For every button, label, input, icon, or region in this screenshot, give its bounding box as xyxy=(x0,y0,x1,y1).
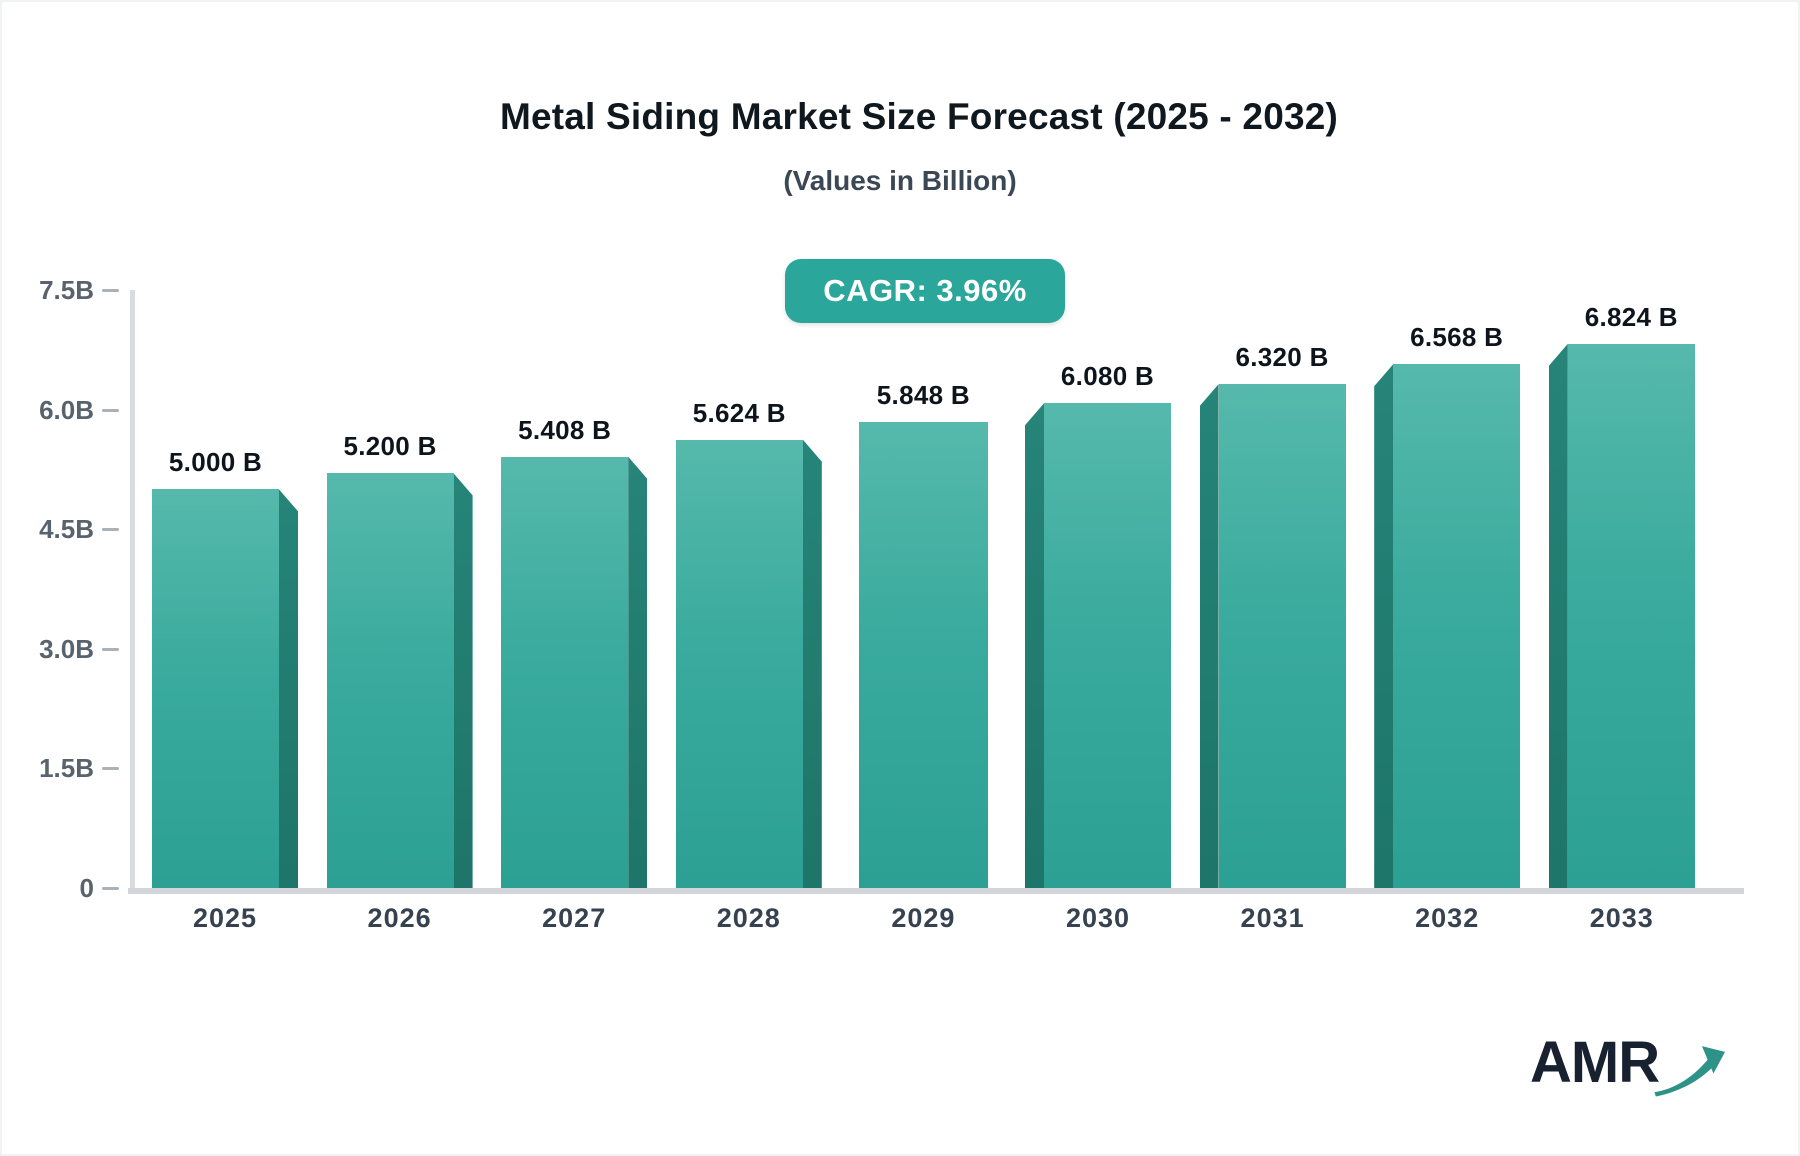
x-axis-label-2030: 2030 xyxy=(1065,903,1131,933)
bar-face xyxy=(1044,403,1171,888)
y-axis-tick-label: 4.5B xyxy=(39,514,94,545)
y-axis-tick-label: 0 xyxy=(79,873,94,903)
bar-value-label-2027: 5.408 B xyxy=(518,414,612,445)
x-axis-label-2025: 2025 xyxy=(192,903,258,933)
bar-value-label-2032: 6.568 B xyxy=(1410,322,1504,353)
bar-2028 xyxy=(675,439,822,888)
bar-2025 xyxy=(152,489,298,888)
x-axis-label-2031: 2031 xyxy=(1240,903,1305,933)
bar-2026 xyxy=(326,473,473,888)
bar-2033 xyxy=(1548,343,1695,888)
brand-logo-text: AMR xyxy=(1530,1030,1660,1095)
y-axis-tick-label: 3.0B xyxy=(39,633,94,664)
chart-title: Metal Siding Market Size Forecast (2025 … xyxy=(499,96,1339,137)
bar-value-label-2029: 5.848 B xyxy=(876,379,970,410)
bar-side-shade xyxy=(1199,384,1219,888)
bar-2031 xyxy=(1199,384,1346,888)
bar-side-shade xyxy=(1025,403,1044,888)
y-axis-tick-label: 6.0B xyxy=(39,394,94,425)
y-axis-tick-label: 7.5B xyxy=(39,275,94,305)
bar-face xyxy=(152,489,279,888)
bar-value-label-2031: 6.320 B xyxy=(1235,342,1329,373)
x-axis-label-2033: 2033 xyxy=(1589,903,1654,933)
bar-face xyxy=(1567,343,1695,888)
bar-side-shade xyxy=(1374,364,1394,888)
bar-face xyxy=(501,456,629,888)
y-axis-tick-mark xyxy=(102,887,119,890)
brand-logo: AMR xyxy=(1530,1030,1726,1103)
growth-arrow-icon xyxy=(1653,1036,1726,1103)
bar-side-shade xyxy=(628,456,648,888)
x-axis-label-2027: 2027 xyxy=(542,903,607,933)
y-axis-tick-mark xyxy=(102,528,119,532)
bar-value-label-2033: 6.824 B xyxy=(1584,301,1678,332)
bar-side-shade xyxy=(802,439,822,888)
bar-side-shade xyxy=(1548,343,1568,888)
bar-value-label-2030: 6.080 B xyxy=(1060,361,1155,392)
bar-2032 xyxy=(1374,364,1521,888)
bar-2029 xyxy=(850,421,996,888)
x-axis-label-2032: 2032 xyxy=(1415,903,1480,933)
bar-side-shade xyxy=(279,489,298,888)
chart-subtitle: (Values in Billion) xyxy=(783,165,1017,196)
bar-face xyxy=(326,473,454,888)
bar-value-label-2025: 5.000 B xyxy=(168,447,263,478)
bar-value-label-2026: 5.200 B xyxy=(343,431,437,462)
bar-face xyxy=(1393,364,1521,888)
y-axis-tick-mark xyxy=(102,408,119,412)
cagr-badge: CAGR: 3.96% xyxy=(785,259,1065,323)
bar-2030 xyxy=(1025,403,1171,888)
x-axis-label-2028: 2028 xyxy=(716,903,781,933)
x-axis-label-2026: 2026 xyxy=(367,903,432,933)
y-axis-tick-mark xyxy=(102,647,119,651)
y-axis-tick-label: 1.5B xyxy=(39,753,94,784)
bar-face xyxy=(675,439,803,888)
bar-face xyxy=(1218,384,1346,888)
bar-value-label-2028: 5.624 B xyxy=(692,397,786,428)
bar-2027 xyxy=(501,456,648,888)
bar-face xyxy=(858,421,988,888)
bar-side-shade xyxy=(453,473,473,888)
x-axis-baseline xyxy=(128,888,1744,894)
x-axis-label-2029: 2029 xyxy=(891,903,956,933)
y-axis-tick-mark xyxy=(102,767,119,771)
y-axis-line xyxy=(130,290,135,888)
y-axis-tick-mark xyxy=(102,289,119,292)
